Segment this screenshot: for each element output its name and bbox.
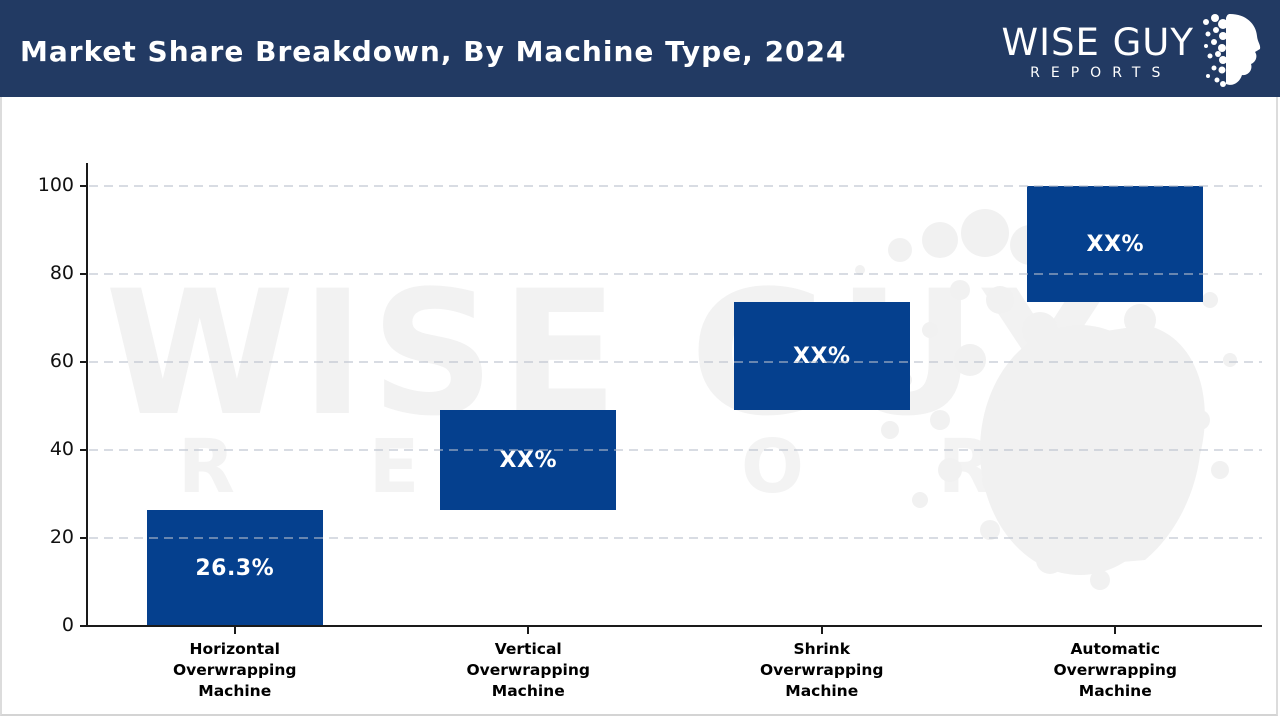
y-tick-mark	[80, 185, 87, 187]
y-tick-label: 20	[49, 526, 74, 548]
bar-value-label: XX%	[1086, 231, 1144, 257]
bar-value-label: XX%	[793, 343, 851, 369]
gridline	[89, 537, 1262, 539]
y-tick-mark	[80, 361, 87, 363]
y-axis-line	[86, 163, 88, 627]
x-axis-line	[80, 625, 1262, 627]
category-label: Horizontal Overwrapping Machine	[173, 640, 297, 700]
bar: XX%	[440, 410, 617, 511]
y-tick-label: 60	[49, 350, 74, 372]
brand-logo-text: WISE GUY REPORTS	[1002, 24, 1194, 80]
bar: 26.3%	[146, 510, 323, 626]
y-tick-label: 80	[49, 262, 74, 284]
y-tick-mark	[80, 273, 87, 275]
x-tick-mark	[527, 627, 530, 634]
y-tick-label: 0	[61, 614, 74, 636]
brand-logo: WISE GUY REPORTS	[1002, 12, 1262, 92]
x-tick-mark	[1114, 627, 1117, 634]
dotted-face-logo-icon	[1203, 13, 1261, 87]
y-tick-mark	[80, 449, 87, 451]
y-tick-mark	[80, 537, 87, 539]
x-tick-mark	[820, 627, 823, 634]
gridline	[89, 273, 1262, 275]
category-label: Automatic Overwrapping Machine	[1053, 640, 1178, 700]
y-tick-mark	[80, 625, 87, 627]
page-title: Market Share Breakdown, By Machine Type,…	[20, 35, 847, 68]
bar-value-label: 26.3%	[195, 555, 275, 581]
brand-subtitle: REPORTS	[1030, 64, 1172, 81]
gridline	[89, 449, 1262, 451]
bar: XX%	[1027, 186, 1204, 303]
gridline	[89, 361, 1262, 363]
x-tick-mark	[233, 627, 236, 634]
y-tick-label: 40	[49, 438, 74, 460]
brand-name: WISE GUY	[1001, 20, 1194, 64]
bar-value-label: XX%	[499, 447, 557, 473]
category-label: Vertical Overwrapping Machine	[466, 640, 591, 700]
gridline	[89, 185, 1262, 187]
y-tick-label: 100	[37, 174, 74, 196]
category-label: Shrink Overwrapping Machine	[760, 640, 884, 700]
header-bar: Market Share Breakdown, By Machine Type,…	[0, 0, 1280, 97]
bar: XX%	[733, 302, 910, 411]
